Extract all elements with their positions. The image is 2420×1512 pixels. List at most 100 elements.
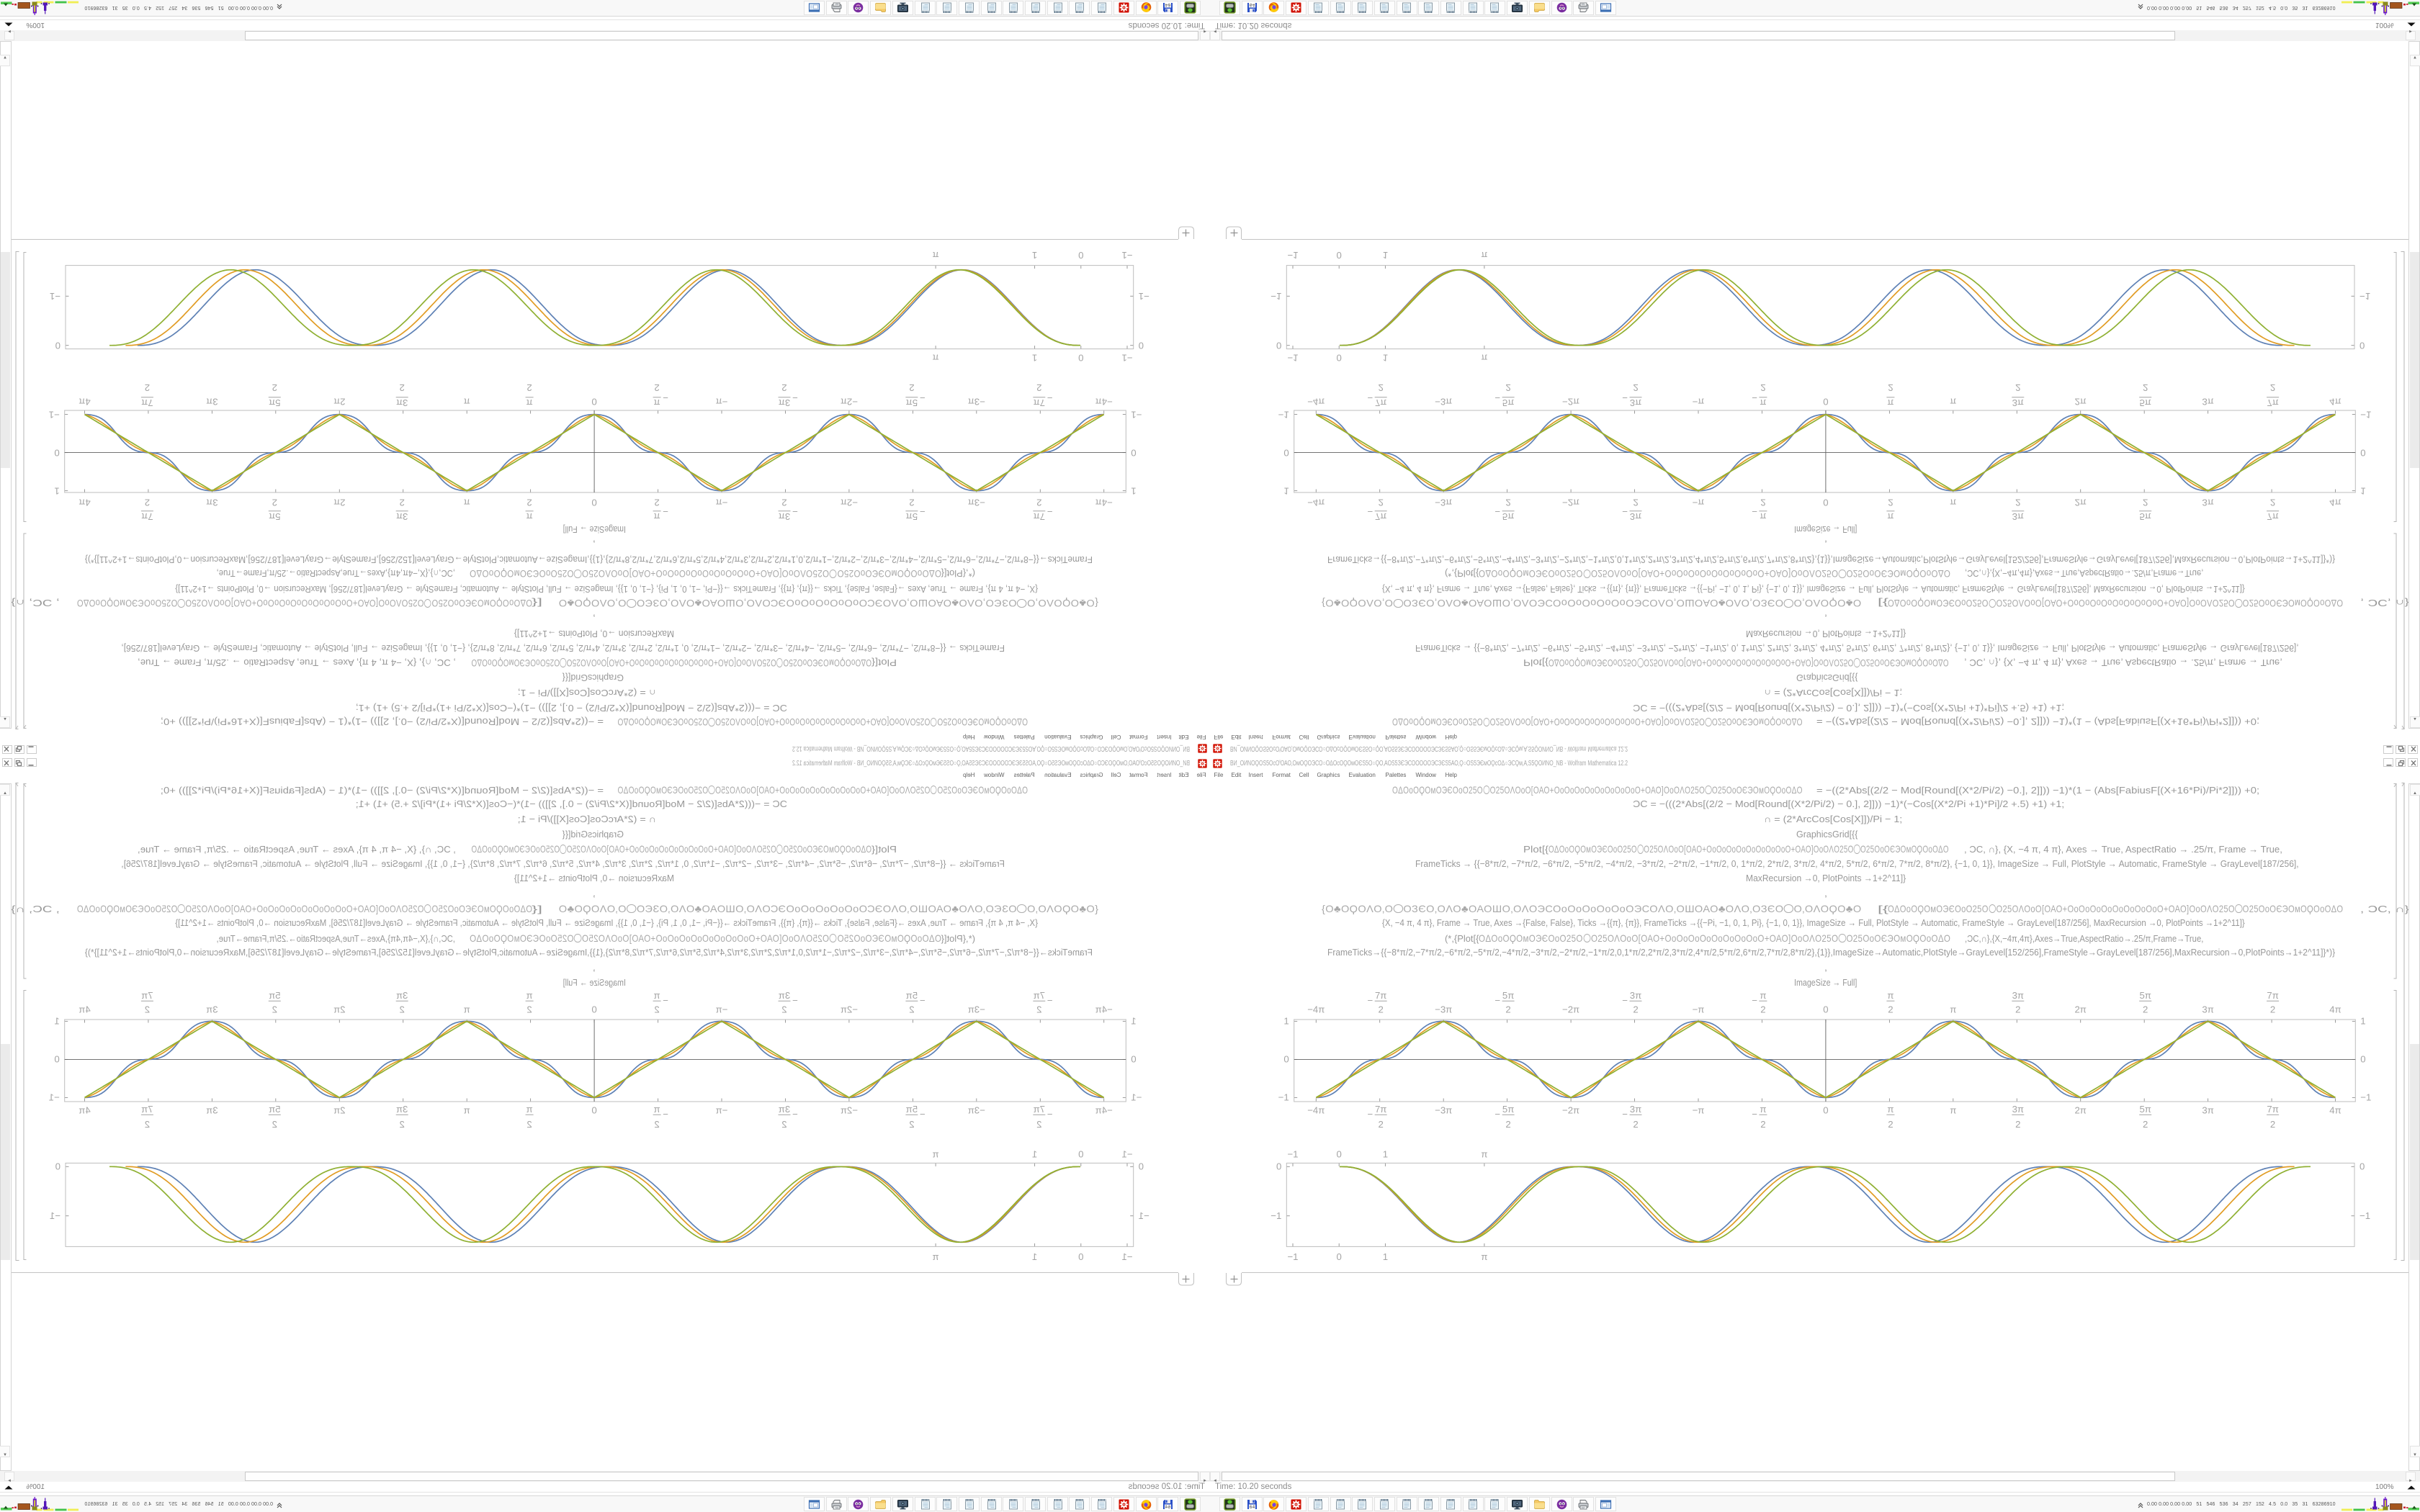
- svg-text:2: 2: [1036, 1119, 1041, 1130]
- svg-text:0: 0: [54, 447, 59, 458]
- svg-text:5π: 5π: [1502, 1104, 1514, 1115]
- svg-text:−1: −1: [1270, 291, 1281, 302]
- svg-text:0: 0: [591, 498, 596, 508]
- svg-text:−π: −π: [716, 397, 728, 408]
- svg-text:3π: 3π: [396, 511, 408, 522]
- svg-text:0: 0: [1337, 1149, 1342, 1160]
- svg-text:0: 0: [1337, 353, 1342, 364]
- svg-text:0: 0: [591, 397, 596, 408]
- svg-text:5π: 5π: [2139, 1104, 2151, 1115]
- svg-text:2: 2: [781, 1004, 786, 1014]
- svg-text:64: 64: [1165, 1505, 1171, 1510]
- svg-text:0: 0: [1139, 341, 1144, 351]
- svg-text:3π: 3π: [2202, 498, 2213, 508]
- svg-text:−3π: −3π: [968, 498, 985, 508]
- svg-text:π: π: [1887, 397, 1894, 408]
- svg-text:−1: −1: [1287, 353, 1298, 364]
- svg-text:π: π: [1887, 1104, 1894, 1115]
- svg-text:2: 2: [1888, 1004, 1893, 1014]
- svg-text:2: 2: [654, 1004, 659, 1014]
- svg-text:−: −: [1047, 392, 1053, 403]
- svg-text:3π: 3π: [2012, 1104, 2024, 1115]
- svg-text:π: π: [933, 353, 939, 364]
- svg-text:3π: 3π: [2202, 1004, 2213, 1014]
- svg-text:2: 2: [2143, 498, 2148, 508]
- svg-text:1: 1: [1032, 1251, 1037, 1262]
- svg-text:7π: 7π: [1375, 397, 1386, 408]
- svg-text:2: 2: [400, 382, 405, 393]
- svg-text:5π: 5π: [269, 990, 280, 1001]
- svg-text:2: 2: [1036, 498, 1041, 508]
- svg-text:2: 2: [526, 1119, 532, 1130]
- svg-text:3π: 3π: [396, 1104, 408, 1115]
- svg-text:0: 0: [1078, 250, 1083, 261]
- svg-text:π: π: [1481, 1149, 1487, 1160]
- svg-text:1: 1: [1131, 1016, 1136, 1027]
- svg-text:3π: 3π: [2012, 990, 2024, 1001]
- svg-text:−1: −1: [1287, 250, 1298, 261]
- svg-text:2: 2: [272, 1004, 277, 1014]
- svg-text:1: 1: [1032, 1149, 1037, 1160]
- svg-text:−: −: [663, 1109, 668, 1120]
- svg-text:0: 0: [1131, 1054, 1136, 1065]
- svg-text:π: π: [1481, 353, 1487, 364]
- svg-text:1: 1: [54, 485, 59, 496]
- svg-text:3π: 3π: [2012, 511, 2024, 522]
- svg-text:0: 0: [1078, 353, 1083, 364]
- svg-text:2: 2: [1633, 382, 1638, 393]
- svg-text:−: −: [1047, 995, 1053, 1006]
- svg-text:π: π: [464, 397, 470, 408]
- svg-text:2: 2: [1379, 498, 1384, 508]
- svg-text:0: 0: [1823, 498, 1828, 508]
- svg-text:−: −: [920, 506, 926, 517]
- svg-text:7π: 7π: [141, 511, 153, 522]
- svg-text:−: −: [792, 392, 798, 403]
- svg-text:1: 1: [1383, 1149, 1388, 1160]
- svg-text:π: π: [654, 990, 660, 1001]
- svg-text:1: 1: [1283, 1016, 1289, 1027]
- svg-text:0: 0: [1078, 1149, 1083, 1160]
- svg-text:2: 2: [400, 1004, 405, 1014]
- svg-text:−: −: [920, 1109, 926, 1120]
- svg-text:2: 2: [145, 1119, 150, 1130]
- svg-text:2: 2: [526, 498, 532, 508]
- svg-text:2: 2: [2015, 1119, 2020, 1130]
- svg-text:0: 0: [1337, 1251, 1342, 1262]
- svg-text:5π: 5π: [2139, 397, 2151, 408]
- svg-text:2π: 2π: [333, 1104, 345, 1115]
- svg-text:3π: 3π: [206, 1004, 218, 1014]
- svg-text:0: 0: [2360, 341, 2365, 351]
- svg-text:π: π: [464, 1104, 470, 1115]
- svg-text:−4π: −4π: [1095, 498, 1113, 508]
- svg-text:−: −: [1622, 1109, 1628, 1120]
- svg-text:π: π: [1760, 1104, 1766, 1115]
- svg-text:2: 2: [654, 1119, 659, 1130]
- svg-text:2: 2: [1379, 382, 1384, 393]
- svg-text:−π: −π: [1693, 1104, 1705, 1115]
- svg-text:0: 0: [1337, 250, 1342, 261]
- svg-text:π: π: [933, 1149, 939, 1160]
- svg-text:2: 2: [1036, 1004, 1041, 1014]
- svg-text:2: 2: [526, 1004, 532, 1014]
- svg-text:64: 64: [1165, 3, 1171, 8]
- svg-text:−2π: −2π: [841, 397, 858, 408]
- svg-text:−: −: [1367, 392, 1373, 403]
- svg-text:5π: 5π: [2139, 511, 2151, 522]
- svg-text:3π: 3π: [396, 397, 408, 408]
- svg-text:7π: 7π: [141, 990, 153, 1001]
- svg-text:π: π: [1887, 511, 1894, 522]
- svg-text:π: π: [933, 250, 939, 261]
- svg-text:−: −: [1494, 392, 1500, 403]
- svg-text:2: 2: [1505, 1119, 1510, 1130]
- svg-text:2: 2: [2015, 498, 2020, 508]
- svg-text:−4π: −4π: [1095, 1004, 1113, 1014]
- svg-text:−: −: [1047, 1109, 1053, 1120]
- svg-text:0: 0: [1283, 1054, 1289, 1065]
- svg-text:−2π: −2π: [841, 1104, 858, 1115]
- svg-text:2: 2: [909, 498, 914, 508]
- svg-text:7π: 7π: [1375, 511, 1386, 522]
- svg-text:π: π: [464, 498, 470, 508]
- svg-text:2: 2: [272, 382, 277, 393]
- svg-text:−: −: [920, 392, 926, 403]
- svg-text:5π: 5π: [269, 1104, 280, 1115]
